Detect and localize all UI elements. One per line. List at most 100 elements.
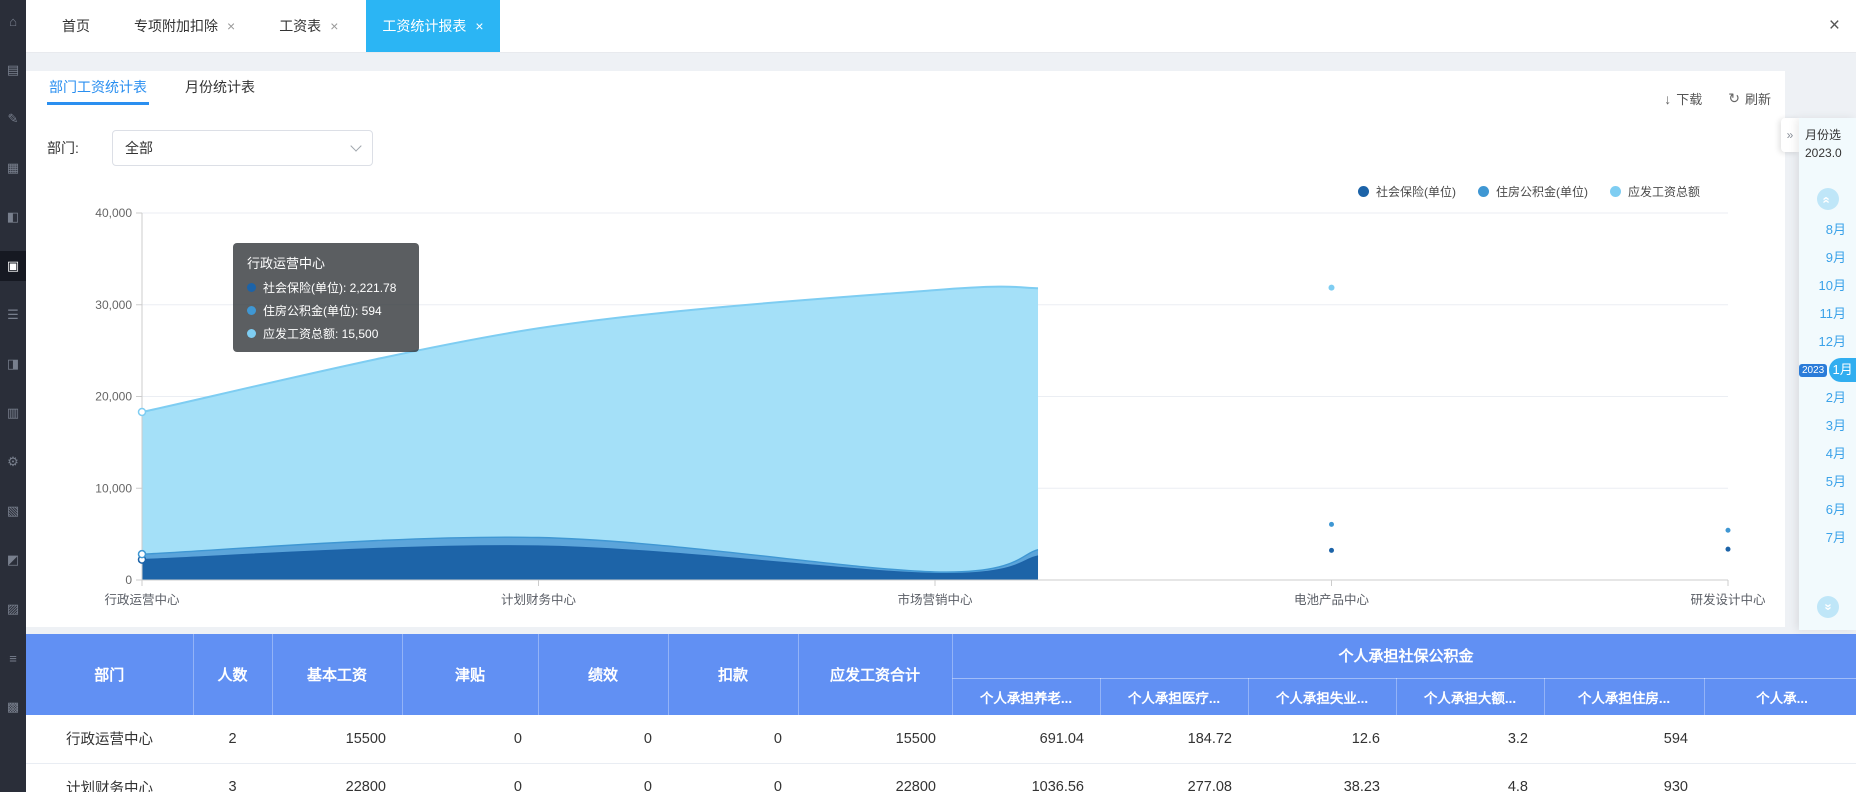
hover-marker xyxy=(137,549,147,559)
column-header-6: 应发工资合计 xyxy=(798,634,953,715)
double-chevron-right-icon: » xyxy=(1786,128,1794,142)
cell: 15500 xyxy=(272,715,402,764)
voucher-icon[interactable]: ▤ xyxy=(6,62,20,77)
tab-1[interactable]: 专项附加扣除 × xyxy=(118,0,251,52)
cell: 38.23 xyxy=(1248,763,1396,792)
legend-item-0[interactable]: 社会保险(单位) xyxy=(1357,183,1456,200)
tab-0[interactable]: 首页 xyxy=(46,0,106,52)
y-tick-label: 20,000 xyxy=(95,390,132,404)
tab-close-icon[interactable]: × xyxy=(227,18,236,34)
cell: 22800 xyxy=(798,763,952,792)
salary-icon[interactable]: ▣ xyxy=(0,251,26,281)
tab-close-icon[interactable]: × xyxy=(475,18,484,34)
legend-label: 住房公积金(单位) xyxy=(1495,185,1588,199)
line-series-2 xyxy=(142,285,1039,413)
refresh-label: 刷新 xyxy=(1744,92,1771,107)
tab-label: 工资统计报表 xyxy=(382,18,467,34)
month-item[interactable]: 2月 xyxy=(1825,390,1846,405)
department-select-value: 全部 xyxy=(125,140,153,156)
month-item[interactable]: 10月 xyxy=(1818,278,1846,293)
y-tick-label: 40,000 xyxy=(95,206,132,220)
cell: 0 xyxy=(402,763,538,792)
sub-column-header-2: 个人承担失业... xyxy=(1248,678,1397,715)
sub-column-header-0: 个人承担养老... xyxy=(952,678,1101,715)
cell: 15500 xyxy=(798,715,952,764)
scroll-up-button[interactable]: « xyxy=(1816,188,1839,210)
refresh-button[interactable]: ↻ 刷新 xyxy=(1728,89,1771,108)
month-item[interactable]: 3月 xyxy=(1825,418,1846,433)
settings-icon[interactable]: ⚙ xyxy=(7,454,19,469)
column-header-5: 扣款 xyxy=(668,634,799,715)
month-item[interactable]: 12月 xyxy=(1818,334,1846,349)
x-category-label: 市场营销中心 xyxy=(897,592,973,607)
department-filter-label: 部门: xyxy=(47,140,79,156)
legend-item-2[interactable]: 应发工资总额 xyxy=(1609,183,1700,200)
cell: 0 xyxy=(668,763,798,792)
data-point xyxy=(1725,546,1731,552)
cell: 594 xyxy=(1544,715,1704,764)
legend-label: 应发工资总额 xyxy=(1627,185,1700,199)
tab-3[interactable]: 工资统计报表 × xyxy=(366,0,500,52)
tab-label: 工资表 xyxy=(279,18,322,34)
month-item[interactable]: 11月 xyxy=(1819,306,1847,321)
close-icon[interactable]: × xyxy=(1828,15,1840,36)
tab-label: 首页 xyxy=(62,18,90,34)
cell: 0 xyxy=(668,715,798,764)
assets-icon[interactable]: ◨ xyxy=(6,356,20,371)
column-header-4: 绩效 xyxy=(538,634,669,715)
subtab-0[interactable]: 部门工资统计表 xyxy=(47,71,149,105)
selected-month-item[interactable]: 2023 1月 xyxy=(1799,356,1856,384)
x-category-label: 计划财务中心 xyxy=(501,592,577,607)
cell: 691.04 xyxy=(952,715,1100,764)
cell: 0 xyxy=(538,715,668,764)
tooltip-row-text: 社会保险(单位): 2,221.78 xyxy=(263,281,397,295)
month-panel-title: 月份选 xyxy=(1805,128,1842,142)
tooltip-row-text: 应发工资总额: 15,500 xyxy=(263,327,379,341)
line-series-1 xyxy=(142,536,1039,573)
panel-collapse-button[interactable]: » xyxy=(1781,118,1799,152)
cell: 3.2 xyxy=(1396,715,1544,764)
tooltip-series-dot xyxy=(247,329,256,338)
subtab-bar: 部门工资统计表 月份统计表 xyxy=(26,71,1785,105)
month-item[interactable]: 8月 xyxy=(1825,222,1846,237)
y-tick-label: 30,000 xyxy=(95,298,132,312)
edit-icon[interactable]: ✎ xyxy=(7,111,19,126)
invoice-icon[interactable]: ▥ xyxy=(6,405,20,420)
subtab-1[interactable]: 月份统计表 xyxy=(185,78,255,95)
month-item[interactable]: 9月 xyxy=(1825,250,1846,265)
list-icon[interactable]: ☰ xyxy=(7,307,19,322)
menu-icon[interactable]: ≡ xyxy=(9,650,17,666)
home-icon[interactable]: ⌂ xyxy=(9,13,17,29)
ledger-icon[interactable]: ▦ xyxy=(6,160,20,175)
chart-legend: 社会保险(单位) 住房公积金(单位) 应发工资总额 xyxy=(1357,183,1700,200)
cell: 0 xyxy=(538,763,668,792)
month-item[interactable]: 5月 xyxy=(1825,474,1846,489)
tab-close-icon[interactable]: × xyxy=(330,18,339,34)
grid-icon[interactable]: ▩ xyxy=(6,699,20,714)
y-tick-label: 10,000 xyxy=(95,481,132,495)
month-item[interactable]: 7月 xyxy=(1825,530,1846,545)
legend-dot xyxy=(1357,186,1369,197)
x-category-label: 研发设计中心 xyxy=(1690,592,1766,607)
area-series-0 xyxy=(142,545,1039,580)
legend-label: 社会保险(单位) xyxy=(1375,185,1456,199)
scroll-down-button[interactable]: « xyxy=(1816,596,1839,618)
month-item[interactable]: 6月 xyxy=(1825,502,1846,517)
tab-2[interactable]: 工资表 × xyxy=(263,0,354,52)
folder-icon[interactable]: ◩ xyxy=(6,552,20,567)
doc-icon[interactable]: ▧ xyxy=(6,503,20,518)
cell: 3 xyxy=(193,763,272,792)
line-series-0 xyxy=(142,545,1039,575)
download-icon: ↓ xyxy=(1664,90,1672,107)
legend-item-1[interactable]: 住房公积金(单位) xyxy=(1477,183,1588,200)
hover-marker xyxy=(137,407,147,417)
sheet-icon[interactable]: ▨ xyxy=(6,601,20,616)
department-select[interactable]: 全部 xyxy=(112,130,373,166)
y-tick-label: 0 xyxy=(125,573,132,587)
download-button[interactable]: ↓ 下载 xyxy=(1664,89,1702,108)
month-item[interactable]: 4月 xyxy=(1825,446,1846,461)
area-series-2 xyxy=(142,286,1039,572)
report-icon[interactable]: ◧ xyxy=(6,209,20,224)
chevron-down-icon: « xyxy=(1819,603,1835,611)
cell xyxy=(1704,763,1856,792)
